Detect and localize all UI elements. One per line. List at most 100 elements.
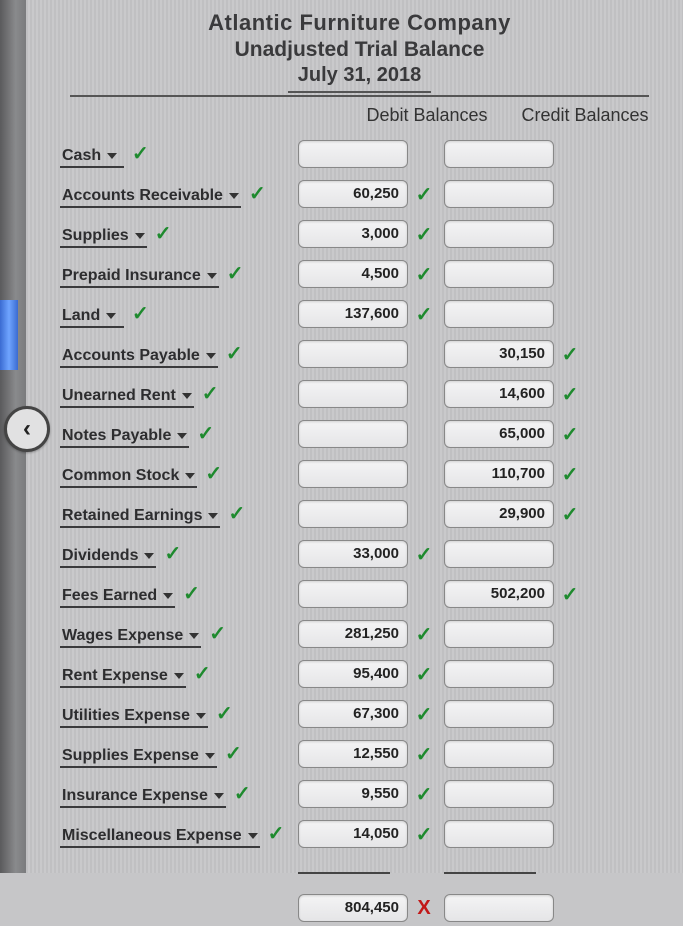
account-label: Supplies Expense (62, 747, 199, 765)
account-select[interactable]: Wages Expense (60, 627, 201, 648)
account-select[interactable]: Prepaid Insurance (60, 267, 219, 288)
credit-input[interactable] (444, 220, 554, 248)
debit-mark: ✓ (414, 302, 434, 327)
account-select[interactable]: Dividends (60, 547, 156, 568)
debit-input[interactable]: 95,400 (298, 660, 408, 688)
credit-input[interactable] (444, 540, 554, 568)
chevron-down-icon (107, 153, 117, 159)
account-select[interactable]: Accounts Payable (60, 347, 218, 368)
chevron-down-icon (182, 393, 192, 399)
account-select[interactable]: Insurance Expense (60, 787, 226, 808)
debit-input[interactable]: 281,250 (298, 620, 408, 648)
account-select[interactable]: Unearned Rent (60, 387, 194, 408)
col-credit-label: Credit Balances (515, 105, 655, 126)
debit-input[interactable]: 137,600 (298, 300, 408, 328)
check-icon: ✓ (227, 263, 244, 285)
credit-input[interactable] (444, 140, 554, 168)
check-icon: ✓ (226, 343, 243, 365)
credit-input[interactable] (444, 820, 554, 848)
check-icon: ✓ (234, 783, 251, 805)
account-select[interactable]: Fees Earned (60, 587, 175, 608)
chevron-down-icon (248, 833, 258, 839)
debit-input[interactable]: 9,550 (298, 780, 408, 808)
credit-mark: ✓ (560, 582, 580, 607)
account-select[interactable]: Land (60, 307, 124, 328)
account-select[interactable]: Common Stock (60, 467, 197, 488)
credit-mark: ✓ (560, 462, 580, 487)
credit-input[interactable] (444, 700, 554, 728)
account-label: Prepaid Insurance (62, 267, 201, 285)
account-select[interactable]: Accounts Receivable (60, 187, 241, 208)
account-select[interactable]: Supplies Expense (60, 747, 217, 768)
debit-input[interactable]: 67,300 (298, 700, 408, 728)
credit-input[interactable]: 502,200 (444, 580, 554, 608)
credit-input[interactable] (444, 780, 554, 808)
totals-row (60, 856, 659, 892)
credit-input[interactable]: 65,000 (444, 420, 554, 448)
table-row: Accounts Payable✓30,150✓ (60, 336, 659, 372)
debit-input[interactable] (298, 140, 408, 168)
table-row: Retained Earnings✓29,900✓ (60, 496, 659, 532)
debit-total-mark: X (414, 897, 434, 920)
debit-mark: ✓ (414, 622, 434, 647)
table-row: Rent Expense✓95,400✓ (60, 656, 659, 692)
account-select[interactable]: Miscellaneous Expense (60, 827, 260, 848)
debit-input[interactable]: 4,500 (298, 260, 408, 288)
report-title: Unadjusted Trial Balance (60, 38, 659, 62)
account-select[interactable]: Notes Payable (60, 427, 189, 448)
account-label: Accounts Payable (62, 347, 200, 365)
check-icon: ✓ (202, 383, 219, 405)
debit-input[interactable] (298, 380, 408, 408)
table-row: Miscellaneous Expense✓14,050✓ (60, 816, 659, 852)
debit-input[interactable]: 3,000 (298, 220, 408, 248)
credit-input[interactable]: 14,600 (444, 380, 554, 408)
debit-input[interactable] (298, 340, 408, 368)
credit-input[interactable] (444, 180, 554, 208)
debit-input[interactable] (298, 500, 408, 528)
credit-input[interactable]: 30,150 (444, 340, 554, 368)
credit-input[interactable] (444, 300, 554, 328)
credit-input[interactable] (444, 660, 554, 688)
debit-input[interactable]: 60,250 (298, 180, 408, 208)
check-icon: ✓ (216, 703, 233, 725)
account-select[interactable]: Cash (60, 147, 124, 168)
credit-input[interactable] (444, 740, 554, 768)
chevron-down-icon (144, 553, 154, 559)
credit-total-rule (444, 872, 536, 874)
debit-input[interactable]: 12,550 (298, 740, 408, 768)
scrollbar-hint (0, 300, 18, 370)
account-select[interactable]: Retained Earnings (60, 507, 220, 528)
check-icon: ✓ (132, 303, 149, 325)
debit-mark: ✓ (414, 222, 434, 247)
table-row: Cash✓ (60, 136, 659, 172)
debit-input[interactable] (298, 580, 408, 608)
account-select[interactable]: Utilities Expense (60, 707, 208, 728)
column-headers: Debit Balances Credit Balances (60, 105, 655, 126)
account-select[interactable]: Rent Expense (60, 667, 186, 688)
credit-mark: ✓ (560, 502, 580, 527)
table-row: Supplies Expense✓12,550✓ (60, 736, 659, 772)
credit-input[interactable]: 110,700 (444, 460, 554, 488)
credit-input[interactable] (444, 620, 554, 648)
credit-input[interactable] (444, 260, 554, 288)
chevron-down-icon (206, 353, 216, 359)
check-icon: ✓ (249, 183, 266, 205)
credit-mark: ✓ (560, 382, 580, 407)
report-date: July 31, 2018 (288, 64, 431, 93)
table-row: Land✓137,600✓ (60, 296, 659, 332)
account-select[interactable]: Supplies (60, 227, 147, 248)
credit-total-input[interactable] (444, 894, 554, 922)
company-name: Atlantic Furniture Company (60, 10, 659, 36)
account-label: Dividends (62, 547, 138, 565)
account-label: Unearned Rent (62, 387, 176, 405)
debit-total-input[interactable]: 804,450 (298, 894, 408, 922)
debit-mark: ✓ (414, 782, 434, 807)
table-row: Common Stock✓110,700✓ (60, 456, 659, 492)
credit-input[interactable]: 29,900 (444, 500, 554, 528)
debit-input[interactable]: 33,000 (298, 540, 408, 568)
header-divider (70, 95, 649, 97)
debit-input[interactable]: 14,050 (298, 820, 408, 848)
table-row: Accounts Receivable✓60,250✓ (60, 176, 659, 212)
debit-input[interactable] (298, 460, 408, 488)
debit-input[interactable] (298, 420, 408, 448)
